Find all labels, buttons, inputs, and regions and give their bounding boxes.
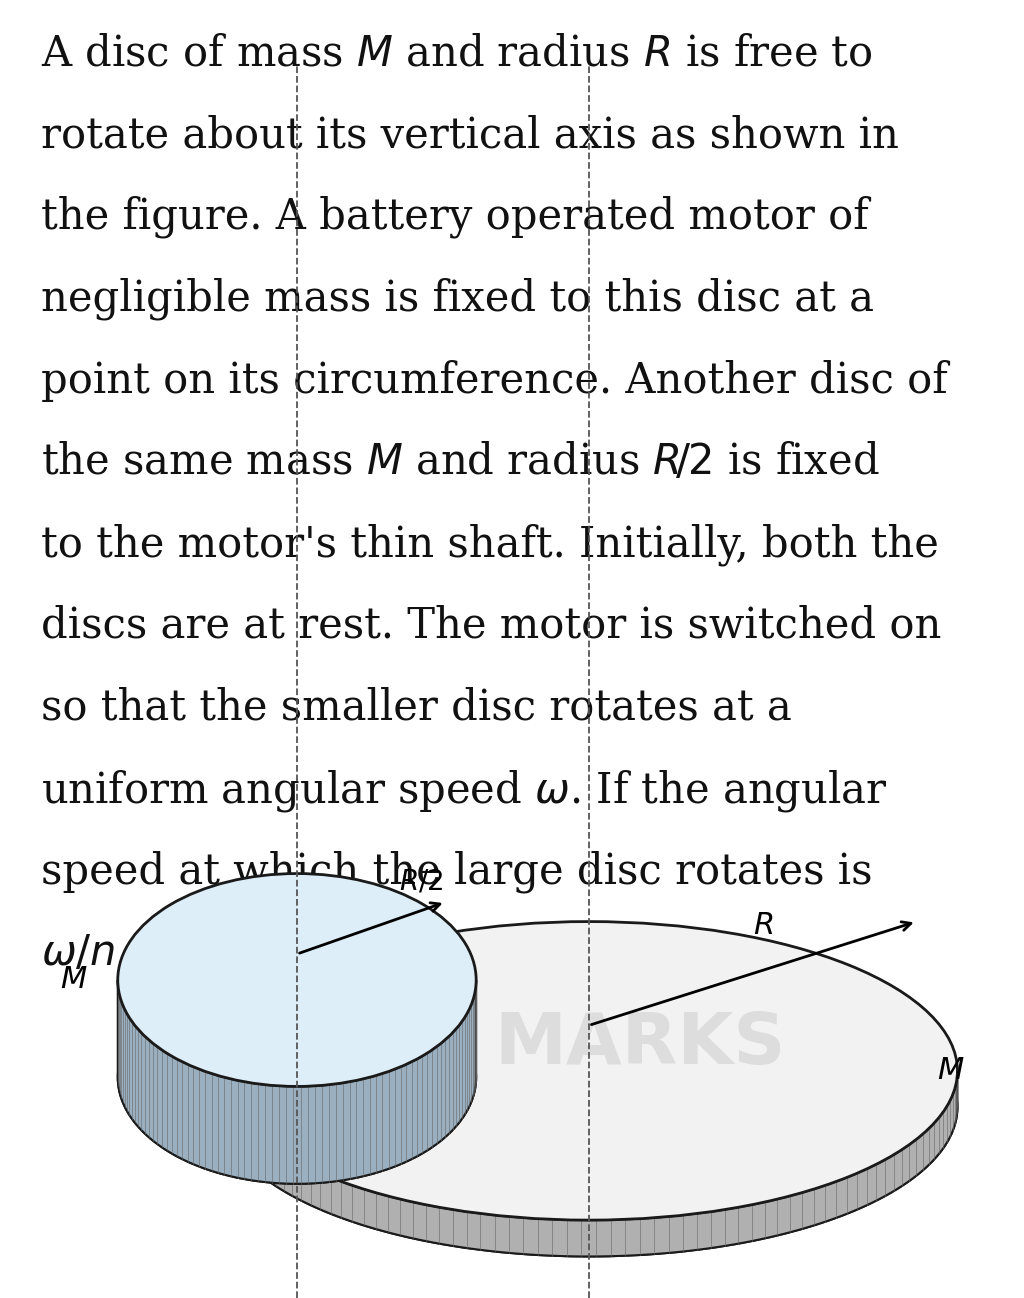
- Text: to the motor's thin shaft. Initially, both the: to the motor's thin shaft. Initially, bo…: [41, 523, 939, 566]
- Ellipse shape: [118, 874, 476, 1086]
- Text: the figure. A battery operated motor of: the figure. A battery operated motor of: [41, 196, 868, 239]
- Text: $M$: $M$: [59, 964, 87, 996]
- Text: $\omega/n$, then the value of $n$ is: $\omega/n$, then the value of $n$ is: [41, 932, 587, 975]
- Ellipse shape: [118, 971, 476, 1184]
- Text: $M$: $M$: [937, 1055, 965, 1086]
- Text: $R$: $R$: [753, 910, 773, 941]
- Text: rotate about its vertical axis as shown in: rotate about its vertical axis as shown …: [41, 114, 899, 156]
- Text: point on its circumference. Another disc of: point on its circumference. Another disc…: [41, 360, 947, 401]
- Text: MARKS: MARKS: [495, 1010, 785, 1080]
- Ellipse shape: [220, 922, 957, 1220]
- Ellipse shape: [220, 958, 957, 1256]
- Text: A disc of mass $\mathit{M}$ and radius $\mathit{R}$ is free to: A disc of mass $\mathit{M}$ and radius $…: [41, 32, 872, 74]
- Polygon shape: [118, 980, 476, 1184]
- Polygon shape: [220, 1071, 957, 1256]
- Text: uniform angular speed $\omega$. If the angular: uniform angular speed $\omega$. If the a…: [41, 768, 888, 814]
- Text: negligible mass is fixed to this disc at a: negligible mass is fixed to this disc at…: [41, 278, 873, 321]
- Text: so that the smaller disc rotates at a: so that the smaller disc rotates at a: [41, 687, 792, 728]
- Text: the same mass $\mathit{M}$ and radius $\mathit{R}\!/2$ is fixed: the same mass $\mathit{M}$ and radius $\…: [41, 441, 880, 483]
- Text: $R/2$: $R/2$: [399, 868, 443, 896]
- Text: .: .: [819, 932, 833, 974]
- Text: speed at which the large disc rotates is: speed at which the large disc rotates is: [41, 850, 872, 893]
- Text: discs are at rest. The motor is switched on: discs are at rest. The motor is switched…: [41, 605, 941, 646]
